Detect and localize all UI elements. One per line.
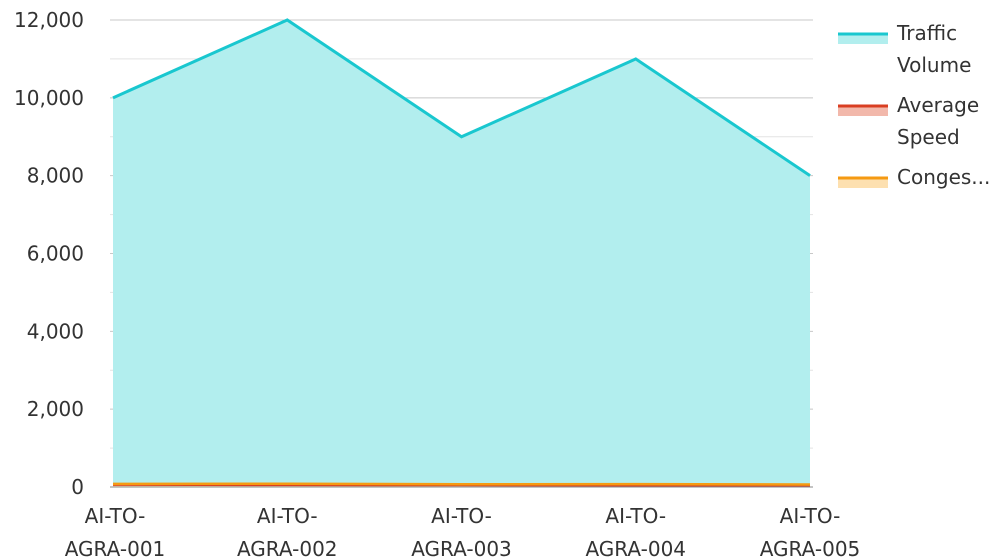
series-line-1	[112, 18, 811, 177]
y-tick-label: 2,000	[27, 397, 84, 421]
y-tick-label: 6,000	[27, 242, 84, 266]
y-tick-label: 0	[71, 475, 84, 499]
y-tick-label: 8,000	[27, 164, 84, 188]
y-tick-label: 10,000	[14, 86, 84, 110]
x-axis-ticks: AI-TO-AGRA-001 AI-TO-AGRA-002 AI-TO-AGRA-0…	[65, 504, 861, 560]
legend-label: Conges...	[897, 165, 990, 189]
series-line-3	[112, 482, 811, 486]
x-tick-label: AI-TO-AGRA-004	[585, 504, 686, 560]
y-tick-label: 12,000	[14, 8, 84, 32]
legend-item-series-2: Average Speed	[838, 93, 979, 149]
y-axis-ticks: 0 2,000 4,000 6,000 8,000 10,000 12,000	[14, 8, 84, 499]
legend-item-series-3: Conges...	[838, 165, 990, 189]
x-tick-label: AI-TO-AGRA-003	[411, 504, 512, 560]
y-tick-label: 4,000	[27, 319, 84, 343]
legend-swatch-fill	[838, 106, 888, 116]
legend-item-series-1: Traffic Volume	[838, 21, 971, 77]
legend-swatch-fill	[838, 34, 888, 44]
legend: Traffic Volume Average Speed Conges...	[838, 21, 990, 189]
x-tick-label: AI-TO-AGRA-002	[237, 504, 338, 560]
x-tick-label: AI-TO-AGRA-001	[65, 504, 166, 560]
legend-label: Average Speed	[897, 93, 979, 149]
series-group	[112, 18, 811, 487]
x-tick-label: AI-TO-AGRA-005	[760, 504, 861, 560]
area-fill-series-1	[113, 20, 810, 487]
legend-swatch-fill	[838, 178, 888, 188]
legend-label: Traffic Volume	[896, 21, 971, 77]
